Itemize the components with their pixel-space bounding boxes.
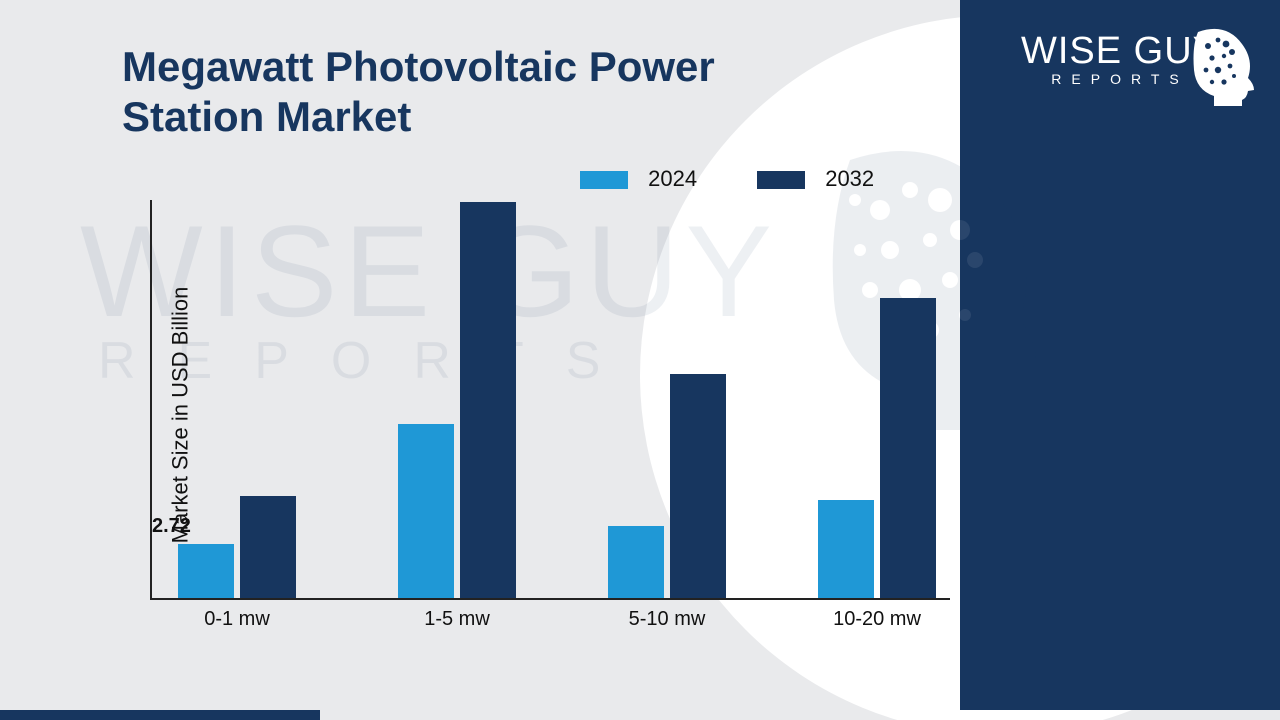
brand-logo: WISE GUY REPORTS <box>990 30 1250 87</box>
bar-value-label: 2.72 <box>152 515 191 538</box>
legend-swatch-2024 <box>580 171 628 189</box>
legend-item-2032: 2032 <box>757 166 874 192</box>
legend-item-2024: 2024 <box>580 166 697 192</box>
legend-label-2024: 2024 <box>648 166 697 191</box>
x-axis-label: 1-5 mw <box>392 608 522 631</box>
bar-chart: Market Size in USD Billion 2024 2032 2.7… <box>100 180 960 650</box>
right-panel <box>960 0 1280 710</box>
bar-2032 <box>240 496 296 598</box>
x-axis-label: 0-1 mw <box>172 608 302 631</box>
bar-2024 <box>398 424 454 598</box>
legend-swatch-2032 <box>757 171 805 189</box>
bar-2032 <box>880 298 936 598</box>
x-axis-label: 5-10 mw <box>602 608 732 631</box>
legend: 2024 2032 <box>580 166 874 192</box>
bar-2032 <box>460 202 516 598</box>
plot-area: 2.72 0-1 mw1-5 mw5-10 mw10-20 mw <box>150 200 950 600</box>
stage: WISE GUY REPORTS Megawatt Photovoltaic P… <box>0 0 1280 720</box>
logo-head-icon <box>1184 26 1256 106</box>
bar-2024 <box>608 526 664 598</box>
bottom-strip <box>0 710 320 720</box>
bar-2024 <box>818 500 874 598</box>
x-axis-label: 10-20 mw <box>812 608 942 631</box>
bar-2024 <box>178 544 234 598</box>
chart-title: Megawatt Photovoltaic Power Station Mark… <box>122 42 802 143</box>
bar-2032 <box>670 374 726 598</box>
legend-label-2032: 2032 <box>825 166 874 191</box>
